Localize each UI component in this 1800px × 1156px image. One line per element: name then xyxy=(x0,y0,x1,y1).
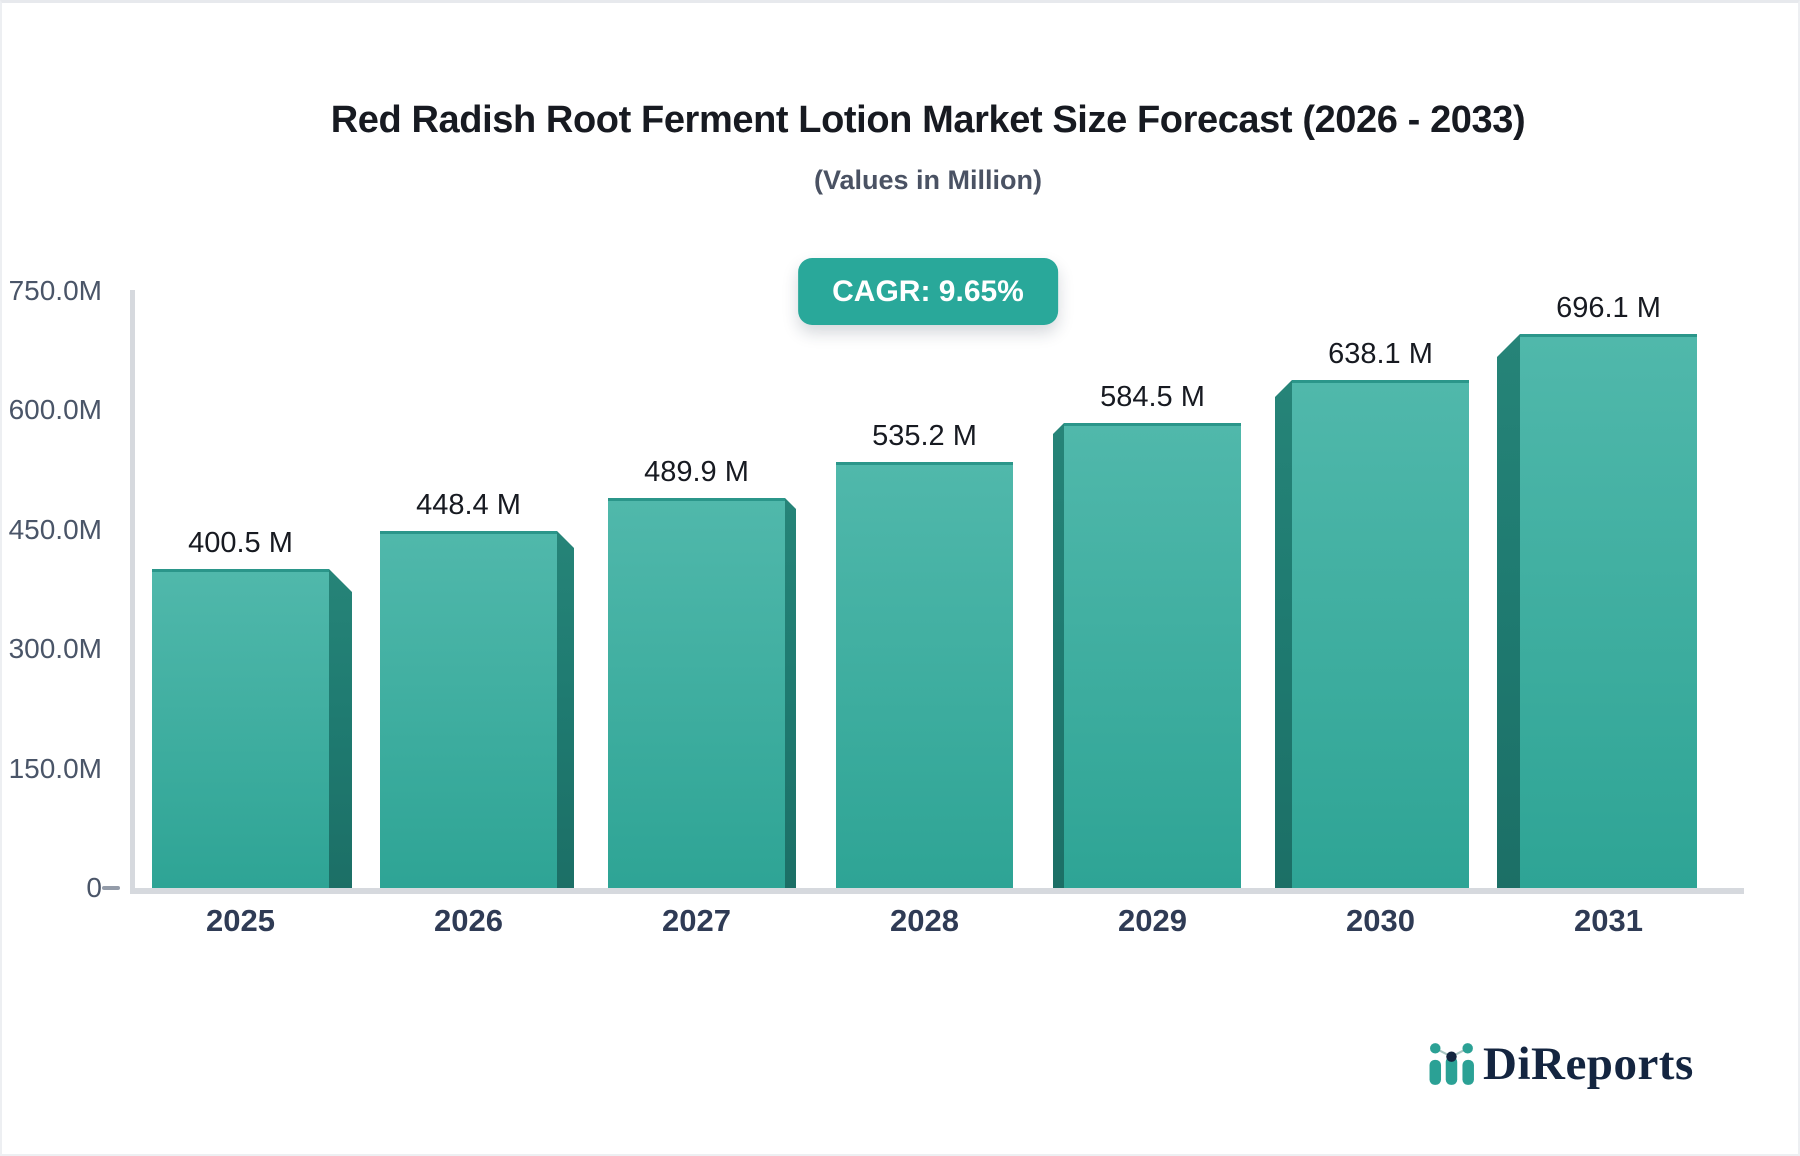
direports-logo: DiReports xyxy=(1429,1038,1694,1090)
bar-side-face xyxy=(1053,423,1064,888)
y-axis-label: 450.0M xyxy=(8,513,102,545)
chart-title: Red Radish Root Ferment Lotion Market Si… xyxy=(330,99,1526,141)
y-axis-line xyxy=(130,290,135,893)
direports-logo-icon xyxy=(1429,1043,1474,1085)
bar-side-face xyxy=(1497,334,1520,888)
x-axis-label: 2028 xyxy=(890,903,959,938)
bar-value-label: 489.9 M xyxy=(644,456,749,488)
bar xyxy=(1520,334,1697,888)
bar xyxy=(1292,380,1469,888)
cagr-badge-label: CAGR: 9.65% xyxy=(832,274,1024,308)
y-axis-label: 600.0M xyxy=(8,394,102,426)
bar-value-label: 638.1 M xyxy=(1328,338,1433,370)
x-axis-label: 2027 xyxy=(662,903,731,938)
bar-value-label: 535.2 M xyxy=(872,420,977,452)
y-axis-label: 150.0M xyxy=(8,752,102,784)
direports-logo-text: DiReports xyxy=(1483,1038,1694,1090)
bar-side-face xyxy=(1275,380,1292,888)
bar-value-label: 696.1 M xyxy=(1556,292,1661,324)
cagr-badge: CAGR: 9.65% xyxy=(798,258,1058,325)
plot-area: 0 150.0M 300.0M 450.0M 600.0M 750.0M 400.5 M 2… xyxy=(2,3,1798,1154)
bar xyxy=(380,531,557,888)
bar-side-face xyxy=(329,569,352,888)
x-axis-label: 2030 xyxy=(1346,903,1415,938)
bar-side-face xyxy=(557,531,574,888)
x-axis-label: 2025 xyxy=(206,903,275,938)
bar xyxy=(836,462,1013,888)
bar-value-label: 400.5 M xyxy=(188,527,293,559)
chart-subtitle: (Values in Million) xyxy=(813,165,1043,195)
x-axis-line xyxy=(130,888,1744,894)
y-axis-label: 0 xyxy=(86,872,102,903)
zero-tick-dash xyxy=(102,886,120,890)
bar-value-label: 448.4 M xyxy=(416,489,521,521)
x-axis-label: 2029 xyxy=(1118,903,1187,938)
y-axis-label: 300.0M xyxy=(8,633,102,665)
bar xyxy=(152,569,329,888)
y-axis-label: 750.0M xyxy=(8,275,102,306)
x-axis-label: 2026 xyxy=(434,903,503,938)
bar-value-label: 584.5 M xyxy=(1100,381,1205,413)
x-axis-label: 2031 xyxy=(1574,903,1643,938)
bar xyxy=(608,498,785,888)
bar-side-face xyxy=(785,498,796,888)
bar xyxy=(1064,423,1241,888)
